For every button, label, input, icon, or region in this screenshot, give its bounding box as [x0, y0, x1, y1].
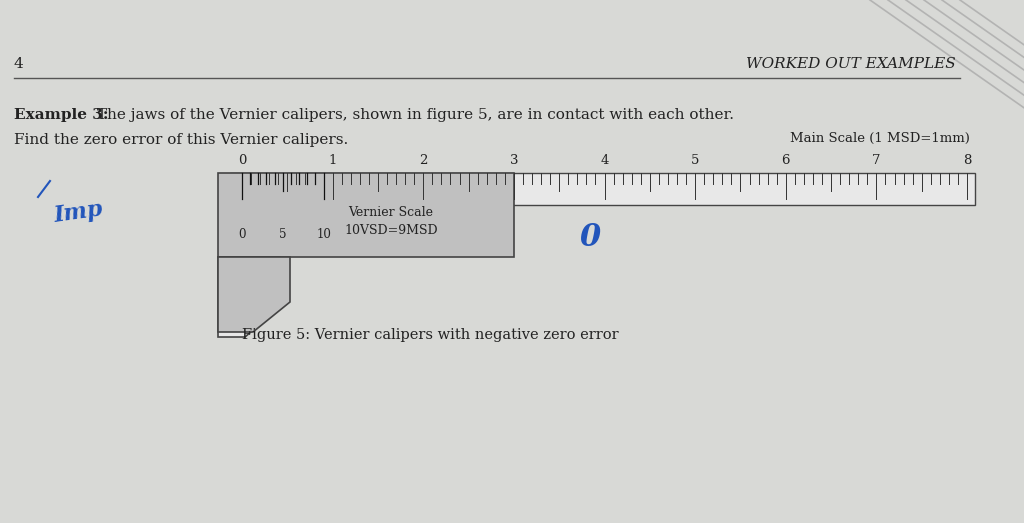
Text: 10: 10 [316, 228, 331, 241]
Text: 5: 5 [279, 228, 287, 241]
Text: 0: 0 [580, 222, 601, 254]
Bar [230, 173, 975, 205]
Text: Example 3:: Example 3: [14, 108, 109, 122]
Text: Find the zero error of this Vernier calipers.: Find the zero error of this Vernier cali… [14, 133, 348, 147]
Text: The jaws of the Vernier calipers, shown in figure 5, are in contact with each ot: The jaws of the Vernier calipers, shown … [92, 108, 734, 122]
Text: 6: 6 [781, 154, 790, 167]
Text: Vernier Scale: Vernier Scale [348, 206, 433, 219]
Text: 5: 5 [691, 154, 699, 167]
Bar [218, 173, 514, 257]
Text: 0: 0 [238, 154, 246, 167]
Text: 7: 7 [872, 154, 881, 167]
Polygon shape [218, 257, 280, 337]
Text: 10VSD=9MSD: 10VSD=9MSD [344, 224, 437, 237]
Text: 0: 0 [239, 228, 246, 241]
Text: Main Scale (1 MSD=1mm): Main Scale (1 MSD=1mm) [791, 132, 970, 145]
Text: 4: 4 [600, 154, 608, 167]
Text: 8: 8 [963, 154, 971, 167]
Text: Figure 5: Vernier calipers with negative zero error: Figure 5: Vernier calipers with negative… [242, 328, 618, 342]
Text: WORKED OUT EXAMPLES: WORKED OUT EXAMPLES [746, 57, 956, 71]
Text: 2: 2 [419, 154, 427, 167]
Text: 1: 1 [329, 154, 337, 167]
Polygon shape [218, 257, 290, 332]
Text: 3: 3 [510, 154, 518, 167]
Text: 4: 4 [14, 57, 24, 71]
Text: Imp: Imp [52, 199, 104, 228]
